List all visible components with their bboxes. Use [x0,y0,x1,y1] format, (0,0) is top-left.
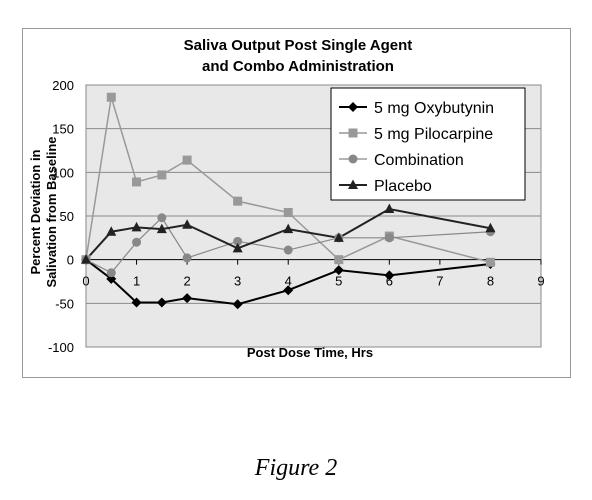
figure-caption: Figure 2 [254,455,338,481]
y-tick-label-1: 150 [52,122,74,137]
y-tick-label-3: 50 [60,209,74,224]
y-tick-label-2: 100 [52,165,74,180]
series-3-point-7 [333,232,344,242]
series-3-point-3 [156,223,167,234]
x-axis-title: Post Dose Time, Hrs [247,345,373,360]
x-tick-label-6: 6 [386,274,393,289]
legend-label-0: 5 mg Oxybutynin [374,100,494,117]
series-1-point-3 [157,170,167,180]
series-line-2 [85,216,491,274]
series-2-point-5 [233,236,243,246]
series-3-point-0 [81,254,91,264]
x-tick-label-8: 8 [487,274,494,289]
series-lines [85,97,491,306]
series-3-point-1 [106,226,117,236]
series-3-point-5 [232,242,243,253]
x-tick-label-0: 0 [82,274,89,289]
series-0-point-4 [182,293,193,304]
series-3-point-9 [485,222,496,233]
chart: Saliva Output Post Single Agent and Comb… [28,37,545,360]
series-1-point-4 [182,155,192,165]
legend-marker-0 [348,102,358,112]
series-line-1 [85,97,491,264]
series-0-point-8 [384,270,395,281]
chart-title-line-1: Saliva Output Post Single Agent [184,37,413,54]
x-tick-label-1: 1 [133,274,140,289]
series-line-3 [85,207,491,261]
series-1-point-6 [283,208,293,218]
y-tick-label-6: -100 [48,340,74,355]
legend-marker-3 [348,179,358,189]
series-markers [81,92,496,310]
x-tick-labels: 0 1 2 3 4 5 6 7 8 9 [82,274,544,289]
series-1-point-1 [106,92,116,102]
series-line-0 [85,258,491,306]
series-1-point-2 [132,177,142,187]
series-2-point-2 [132,237,142,247]
legend-marker-1 [348,128,358,138]
chart-title-line-2: and Combo Administration [202,58,394,75]
series-2-point-4 [182,253,192,263]
legend: 5 mg Oxybutynin 5 mg Pilocarpine Combinati… [339,100,494,195]
series-3-point-2 [131,221,142,232]
series-0-point-3 [156,297,167,308]
legend-label-1: 5 mg Pilocarpine [374,126,493,143]
series-0-point-2 [131,297,142,308]
series-3-point-4 [182,219,193,229]
x-tick-label-2: 2 [183,274,190,289]
series-1-point-5 [233,196,243,206]
legend-label-3: Placebo [374,178,432,195]
x-tick-label-4: 4 [285,274,292,289]
y-tick-label-4: 0 [67,253,74,268]
series-3-point-6 [283,223,294,234]
series-1-point-9 [485,257,495,267]
series-1-point-7 [334,255,344,265]
series-2-point-1 [106,268,116,278]
series-2-point-3 [157,213,167,223]
y-axis-title-line-1: Percent Deviation in [28,149,43,274]
y-axis-title-line-2: Salivation from Baseline [44,137,59,288]
x-tick-label-7: 7 [436,274,443,289]
series-2-point-8 [384,233,394,243]
y-tick-label-0: 200 [52,78,74,93]
x-tick-label-9: 9 [537,274,544,289]
series-0-point-6 [283,285,294,296]
series-0-point-7 [333,265,344,276]
x-tick-label-3: 3 [234,274,241,289]
series-2-point-6 [283,245,293,255]
y-tick-labels: 200 150 100 50 0 -50 -100 [48,78,74,355]
x-tick-label-5: 5 [335,274,342,289]
legend-label-2: Combination [374,152,464,169]
series-0-point-5 [232,299,243,310]
y-tick-label-5: -50 [55,296,74,311]
series-3-point-8 [384,203,395,214]
legend-marker-2 [348,154,358,164]
